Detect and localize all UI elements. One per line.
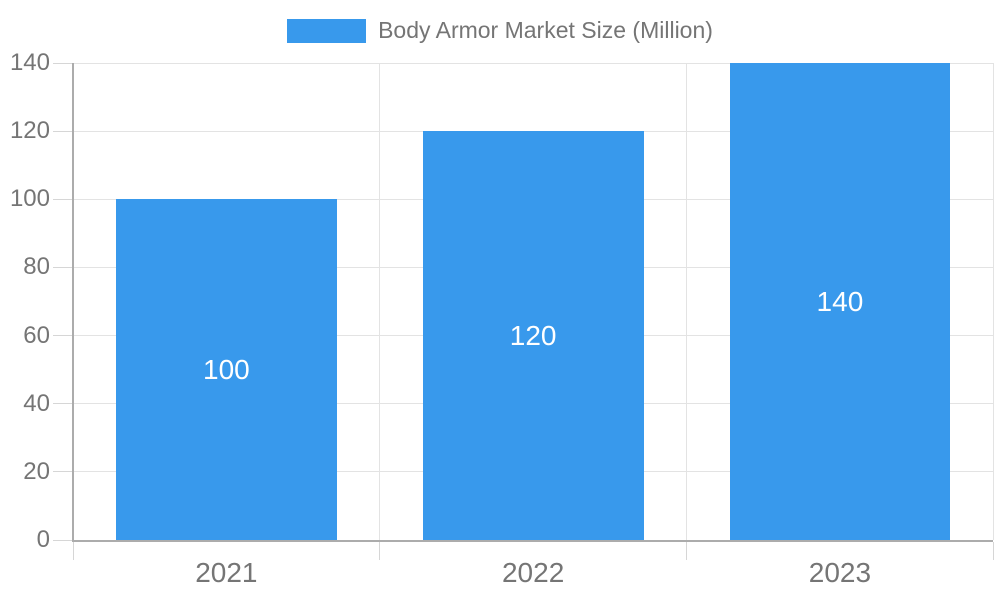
x-gridline xyxy=(686,63,688,540)
chart-legend[interactable]: Body Armor Market Size (Million) xyxy=(0,17,1000,44)
y-tick-mark xyxy=(53,266,72,268)
bar-value-label: 140 xyxy=(816,285,864,317)
x-tick-mark xyxy=(72,542,74,560)
y-tick-mark xyxy=(53,335,72,337)
y-tick-label: 60 xyxy=(23,321,50,349)
y-axis-line xyxy=(71,63,74,540)
x-tick-label-2021: 2021 xyxy=(195,557,258,588)
y-gridline xyxy=(73,62,994,64)
y-tick-label: 20 xyxy=(23,457,50,485)
legend-label: Body Armor Market Size (Million) xyxy=(378,17,713,43)
y-tick-label: 80 xyxy=(23,253,50,281)
y-tick-label: 0 xyxy=(36,526,50,553)
y-tick-mark xyxy=(53,403,72,405)
y-tick-label: 140 xyxy=(9,49,50,76)
x-tick-mark xyxy=(379,542,381,560)
y-tick-mark xyxy=(53,62,72,64)
x-tick-mark xyxy=(686,542,688,560)
y-tick-label: 40 xyxy=(23,389,50,417)
legend-swatch xyxy=(287,18,367,43)
bar-2022[interactable]: 120 xyxy=(422,131,644,540)
x-tick-label-2022: 2022 xyxy=(501,557,565,588)
x-tick-label-2023: 2023 xyxy=(808,557,872,588)
x-gridline xyxy=(992,63,994,540)
y-tick-mark xyxy=(53,471,72,473)
x-gridline xyxy=(379,63,381,540)
bar-2021[interactable]: 100 xyxy=(115,199,337,540)
bar-value-label: 120 xyxy=(509,319,557,351)
x-tick-mark xyxy=(992,542,994,560)
y-tick-mark xyxy=(53,130,72,132)
bar-2023[interactable]: 140 xyxy=(729,63,951,540)
y-tick-mark xyxy=(53,539,72,541)
y-tick-mark xyxy=(53,198,72,200)
x-axis-line xyxy=(71,540,994,542)
y-tick-label: 100 xyxy=(9,185,50,213)
bar-value-label: 100 xyxy=(203,353,250,385)
y-tick-label: 120 xyxy=(9,117,50,145)
